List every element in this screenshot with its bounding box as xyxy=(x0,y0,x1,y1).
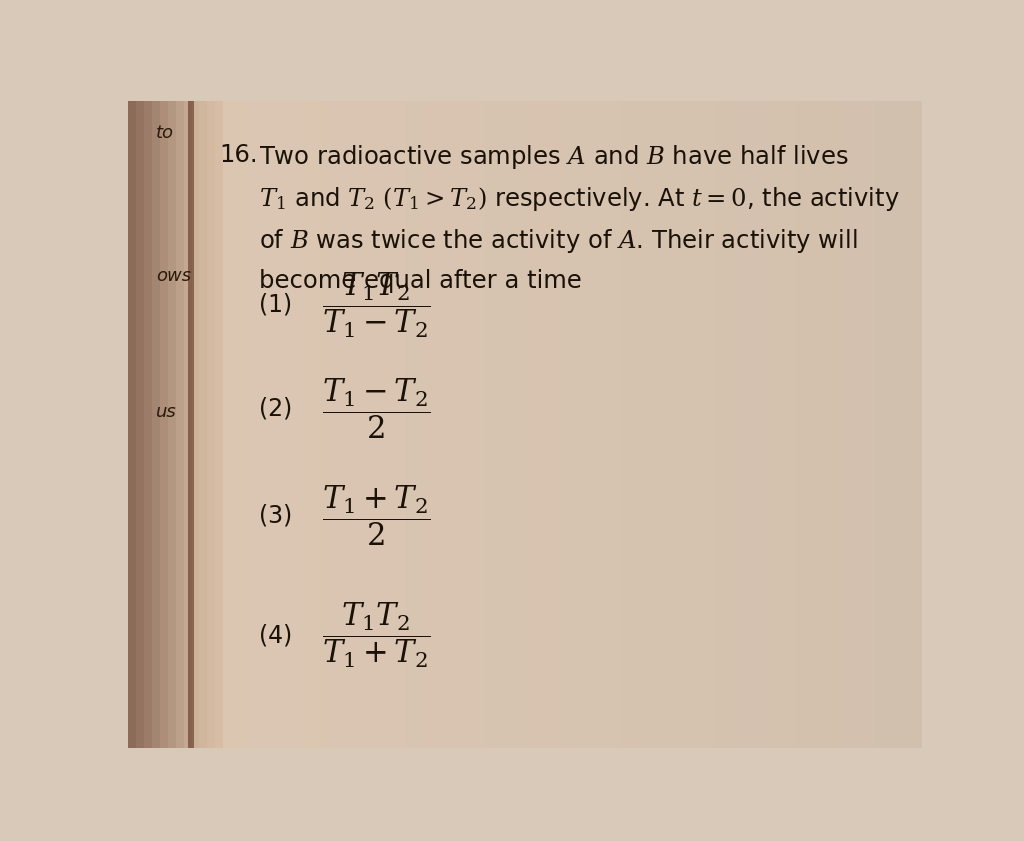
Text: (4): (4) xyxy=(259,623,292,648)
Text: Two radioactive samples $A$ and $B$ have half lives: Two radioactive samples $A$ and $B$ have… xyxy=(259,143,849,171)
Text: $\dfrac{T_1T_2}{T_1+T_2}$: $\dfrac{T_1T_2}{T_1+T_2}$ xyxy=(323,600,431,670)
Text: (2): (2) xyxy=(259,396,292,420)
Text: $\dfrac{T_1-T_2}{2}$: $\dfrac{T_1-T_2}{2}$ xyxy=(323,376,431,441)
Text: $\dfrac{T_1T_2}{T_1-T_2}$: $\dfrac{T_1T_2}{T_1-T_2}$ xyxy=(323,270,431,340)
Text: to: to xyxy=(156,124,174,142)
Text: become equal after a time: become equal after a time xyxy=(259,269,582,294)
Text: (1): (1) xyxy=(259,293,292,317)
Text: (3): (3) xyxy=(259,504,292,527)
FancyBboxPatch shape xyxy=(187,101,194,748)
Text: $\dfrac{T_1+T_2}{2}$: $\dfrac{T_1+T_2}{2}$ xyxy=(323,483,431,547)
Text: $T_1$ and $T_2$ $(T_1 > T_2)$ respectively. At $t = 0$, the activity: $T_1$ and $T_2$ $(T_1 > T_2)$ respective… xyxy=(259,185,899,213)
Text: ows: ows xyxy=(156,267,190,285)
Text: 16.: 16. xyxy=(219,143,258,167)
Text: of $B$ was twice the activity of $A$. Their activity will: of $B$ was twice the activity of $A$. Th… xyxy=(259,227,857,255)
Text: us: us xyxy=(156,403,176,420)
